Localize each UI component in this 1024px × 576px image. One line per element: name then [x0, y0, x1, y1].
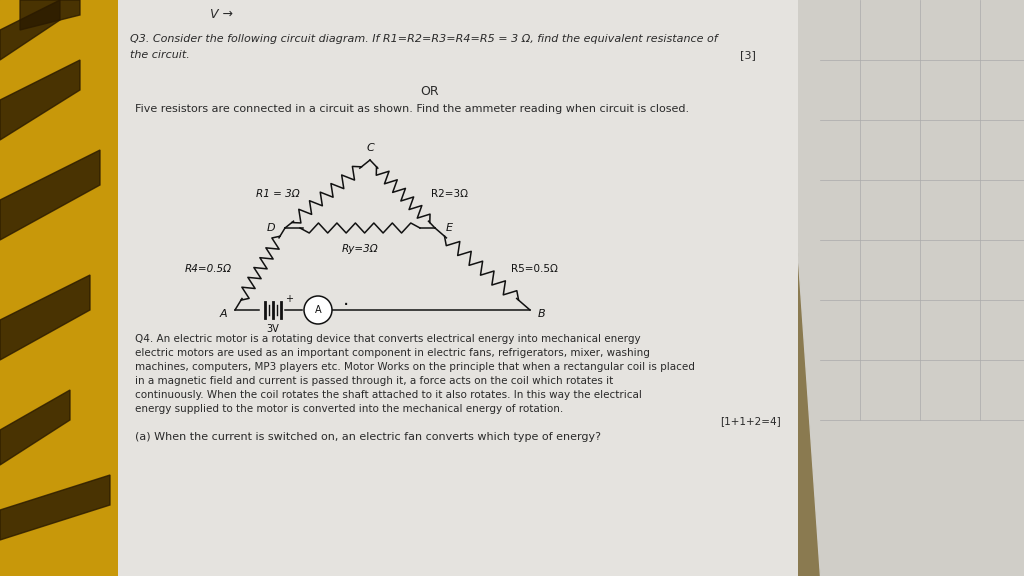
Text: E: E	[445, 223, 453, 233]
Text: energy supplied to the motor is converted into the mechanical energy of rotation: energy supplied to the motor is converte…	[135, 404, 563, 414]
Text: machines, computers, MP3 players etc. Motor Works on the principle that when a r: machines, computers, MP3 players etc. Mo…	[135, 362, 695, 372]
Text: Q4. An electric motor is a rotating device that converts electrical energy into : Q4. An electric motor is a rotating devi…	[135, 334, 641, 344]
Text: [1+1+2=4]: [1+1+2=4]	[720, 416, 780, 426]
Text: +: +	[285, 294, 293, 304]
Polygon shape	[0, 390, 70, 465]
Text: R2=3Ω: R2=3Ω	[430, 189, 468, 199]
Text: A: A	[314, 305, 322, 315]
Text: B: B	[539, 309, 546, 319]
Text: C: C	[367, 143, 374, 153]
Text: R1 = 3Ω: R1 = 3Ω	[256, 189, 299, 199]
Polygon shape	[0, 475, 110, 540]
Polygon shape	[0, 150, 100, 240]
Text: D: D	[266, 223, 275, 233]
Text: [3]: [3]	[740, 50, 756, 60]
Circle shape	[304, 296, 332, 324]
Text: 3V: 3V	[266, 324, 280, 334]
Text: in a magnetic field and current is passed through it, a force acts on the coil w: in a magnetic field and current is passe…	[135, 376, 613, 386]
Text: Five resistors are connected in a circuit as shown. Find the ammeter reading whe: Five resistors are connected in a circui…	[135, 104, 689, 114]
Text: Q3. Consider the following circuit diagram. If R1=R2=R3=R4=R5 = 3 Ω, find the eq: Q3. Consider the following circuit diagr…	[130, 34, 718, 44]
Text: electric motors are used as an important component in electric fans, refrigerato: electric motors are used as an important…	[135, 348, 650, 358]
Text: the circuit.: the circuit.	[130, 50, 189, 60]
Text: ·: ·	[343, 296, 349, 315]
Bar	[118, 0, 798, 576]
Text: (a) When the current is switched on, an electric fan converts which type of ener: (a) When the current is switched on, an …	[135, 432, 601, 442]
Polygon shape	[0, 0, 60, 60]
Text: R5=0.5Ω: R5=0.5Ω	[511, 264, 557, 274]
Text: Ry=3Ω: Ry=3Ω	[342, 244, 378, 254]
Polygon shape	[20, 0, 80, 30]
Text: A: A	[219, 309, 226, 319]
Polygon shape	[0, 275, 90, 360]
Text: V →: V →	[210, 8, 233, 21]
Text: continuously. When the coil rotates the shaft attached to it also rotates. In th: continuously. When the coil rotates the …	[135, 390, 642, 400]
Polygon shape	[780, 0, 1024, 576]
Bar	[0, 0, 140, 576]
Text: OR: OR	[421, 85, 439, 98]
Text: R4=0.5Ω: R4=0.5Ω	[185, 264, 232, 274]
Polygon shape	[0, 60, 80, 140]
